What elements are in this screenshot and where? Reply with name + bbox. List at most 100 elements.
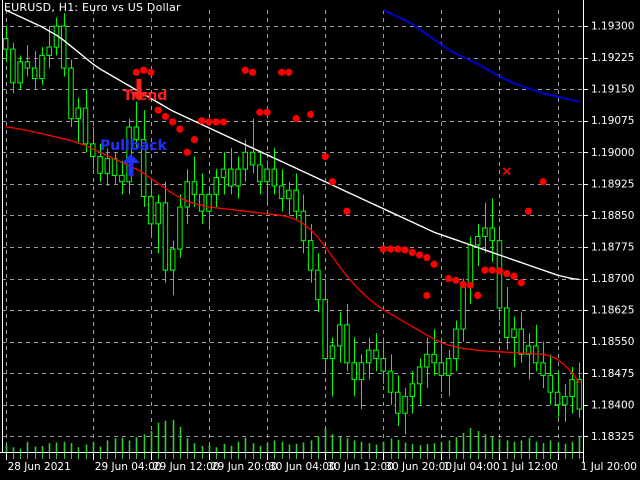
sar-dot	[328, 178, 337, 186]
candle-body	[31, 67, 38, 80]
candlestick	[68, 59, 74, 128]
candle-body	[60, 25, 67, 69]
candlestick	[395, 375, 401, 426]
candle-body	[10, 48, 16, 84]
candle-body	[576, 379, 583, 410]
candle-body	[554, 391, 561, 406]
sar-dot	[241, 66, 249, 74]
candlestick	[198, 173, 205, 224]
candlestick	[286, 181, 292, 216]
candle-body	[198, 193, 205, 212]
sar-dot	[176, 125, 184, 133]
candle-body	[307, 240, 314, 271]
candle-body	[329, 345, 336, 360]
pullback-up-arrow-icon	[122, 154, 140, 176]
sar-dot	[408, 248, 416, 257]
candle-body	[569, 379, 575, 397]
candle-body	[489, 227, 495, 242]
sar-dot	[321, 152, 329, 161]
sar-dot	[307, 110, 315, 118]
candle-body	[206, 193, 212, 212]
price-tick-label: 1.19150	[591, 84, 634, 96]
price-tick-label: 1.19075	[591, 115, 634, 127]
candle-body	[416, 366, 423, 385]
sar-dot	[394, 245, 402, 253]
candlestick	[540, 341, 546, 389]
sar-dot	[423, 253, 431, 262]
candle-body	[278, 185, 285, 200]
sar-dot	[495, 267, 504, 275]
candle-body	[431, 353, 437, 364]
candlestick	[373, 333, 379, 372]
sar-dot	[256, 108, 264, 116]
candlestick	[60, 13, 67, 77]
sar-dot	[430, 260, 438, 268]
candlestick	[235, 156, 241, 199]
sar-dot	[219, 118, 228, 126]
candle-body	[140, 139, 147, 197]
sar-dot	[132, 68, 140, 76]
candlestick	[162, 181, 169, 283]
candlestick	[148, 181, 154, 237]
candlestick	[213, 169, 219, 208]
candlestick	[402, 388, 408, 435]
candlestick	[554, 371, 561, 418]
candle-body	[344, 324, 350, 364]
candle-body	[97, 155, 103, 174]
price-tick-label: 1.18475	[591, 368, 634, 380]
candlestick	[104, 148, 111, 186]
sar-dot	[539, 178, 547, 186]
candle-body	[562, 395, 568, 406]
candlestick	[228, 148, 234, 195]
candle-body	[191, 181, 198, 195]
time-tick-label: 30 Jun 12:00	[327, 461, 394, 473]
price-tick-label: 1.18550	[591, 336, 634, 348]
candlestick	[416, 358, 423, 405]
candle-body	[264, 168, 270, 183]
sar-dot	[183, 148, 191, 156]
candle-body	[453, 328, 459, 360]
candlestick	[380, 337, 387, 384]
candlestick	[366, 337, 372, 380]
sar-dot	[459, 280, 467, 289]
moving-average-blue	[382, 9, 580, 103]
candlestick	[24, 44, 31, 77]
candle-body	[293, 189, 299, 212]
candlestick	[46, 25, 52, 69]
sar-dot	[147, 68, 155, 76]
candlestick	[140, 110, 147, 208]
candlestick	[424, 337, 430, 389]
candle-body	[148, 195, 154, 225]
price-tick-label: 1.18775	[591, 242, 634, 254]
candlestick	[242, 139, 249, 182]
candle-body	[155, 202, 161, 225]
time-tick-label: 30 Jun 20:00	[385, 461, 452, 473]
time-tick-label: 29 Jun 12:00	[153, 461, 220, 473]
candlestick	[307, 223, 314, 283]
candle-body	[162, 202, 169, 271]
moving-average-white	[5, 9, 580, 281]
candlestick	[409, 371, 416, 414]
sar-dot	[205, 118, 213, 126]
candlestick	[17, 55, 23, 90]
candle-body	[358, 362, 365, 381]
candle-body	[322, 299, 328, 360]
candlestick	[576, 362, 583, 418]
candle-body	[235, 168, 241, 187]
candle-body	[39, 54, 45, 80]
candle-body	[445, 358, 452, 376]
sar-dot	[285, 68, 293, 76]
candlestick	[489, 198, 495, 262]
sar-dot	[415, 251, 424, 259]
candlestick	[315, 253, 321, 313]
annotation-pullback: Pullback	[100, 138, 167, 154]
sar-dot	[503, 269, 511, 278]
candle-body	[366, 349, 372, 364]
candle-body	[68, 67, 74, 120]
candlestick	[177, 194, 183, 258]
sar-dot	[140, 66, 148, 74]
candlestick	[293, 173, 299, 220]
sar-dot	[452, 276, 460, 284]
